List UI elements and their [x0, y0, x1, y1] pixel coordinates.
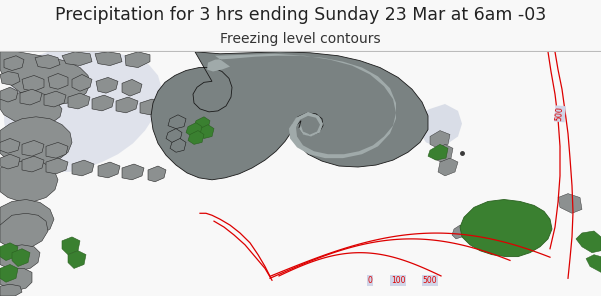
Polygon shape [95, 52, 122, 66]
Polygon shape [576, 231, 601, 253]
Polygon shape [122, 164, 144, 180]
Polygon shape [0, 284, 22, 296]
Polygon shape [586, 255, 601, 272]
Polygon shape [0, 160, 58, 202]
Text: 500: 500 [423, 276, 438, 285]
Polygon shape [194, 117, 210, 131]
Polygon shape [0, 52, 90, 105]
Polygon shape [62, 52, 92, 66]
Polygon shape [4, 56, 24, 70]
Polygon shape [0, 87, 18, 102]
Polygon shape [122, 79, 142, 96]
Polygon shape [72, 160, 94, 176]
Polygon shape [420, 104, 462, 146]
Polygon shape [428, 144, 448, 160]
Polygon shape [96, 77, 118, 93]
Polygon shape [125, 52, 150, 67]
Polygon shape [430, 131, 450, 148]
Text: 500: 500 [555, 106, 565, 122]
Polygon shape [22, 156, 44, 172]
Text: 100: 100 [391, 276, 405, 285]
Polygon shape [558, 194, 582, 213]
Polygon shape [0, 243, 18, 260]
Polygon shape [0, 139, 20, 153]
Polygon shape [460, 200, 552, 257]
Polygon shape [92, 95, 114, 111]
Polygon shape [46, 158, 68, 174]
Polygon shape [0, 154, 20, 169]
Polygon shape [68, 251, 86, 268]
Polygon shape [186, 123, 202, 136]
Polygon shape [12, 249, 30, 266]
Polygon shape [0, 72, 20, 85]
Polygon shape [0, 245, 40, 271]
Polygon shape [0, 213, 48, 249]
Polygon shape [0, 91, 62, 126]
Polygon shape [198, 125, 214, 139]
Polygon shape [148, 166, 166, 182]
Polygon shape [0, 117, 72, 167]
Polygon shape [188, 131, 204, 144]
Polygon shape [68, 93, 90, 109]
Polygon shape [452, 225, 464, 239]
Polygon shape [0, 268, 32, 290]
Polygon shape [44, 91, 66, 107]
Polygon shape [116, 97, 138, 113]
Polygon shape [62, 237, 80, 255]
Polygon shape [20, 89, 42, 105]
Text: 0: 0 [368, 276, 373, 285]
Polygon shape [433, 144, 453, 162]
Polygon shape [4, 52, 162, 172]
Polygon shape [72, 75, 92, 91]
Polygon shape [22, 75, 44, 91]
Polygon shape [0, 200, 54, 239]
Polygon shape [140, 99, 162, 115]
Polygon shape [48, 73, 68, 89]
Polygon shape [166, 128, 182, 142]
Polygon shape [35, 55, 60, 69]
Polygon shape [98, 162, 120, 178]
Polygon shape [168, 115, 186, 128]
Polygon shape [170, 139, 186, 152]
Text: Precipitation for 3 hrs ending Sunday 23 Mar at 6am -03: Precipitation for 3 hrs ending Sunday 23… [55, 6, 546, 23]
Polygon shape [438, 158, 458, 176]
Polygon shape [151, 52, 428, 180]
Polygon shape [22, 140, 44, 156]
Polygon shape [0, 265, 18, 282]
Text: Freezing level contours: Freezing level contours [220, 32, 381, 46]
Polygon shape [207, 54, 396, 158]
Polygon shape [46, 142, 68, 158]
